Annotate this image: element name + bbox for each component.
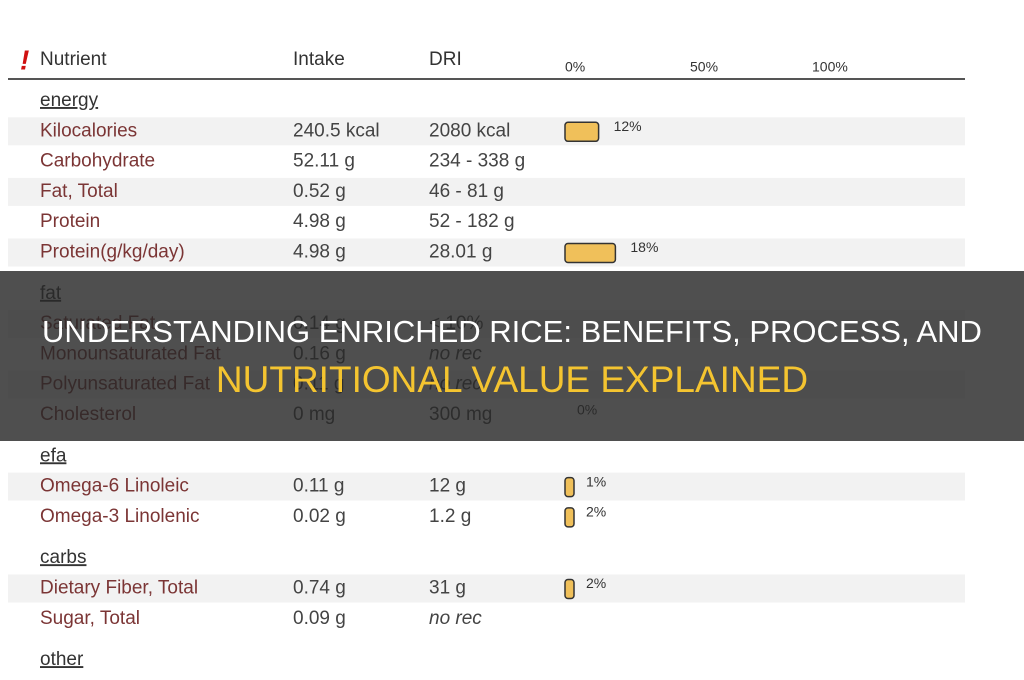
intake: 4.98 g (293, 242, 346, 263)
dri: 46 - 81 g (429, 181, 504, 202)
intake-header: Intake (293, 49, 345, 70)
dri: 1.2 g (429, 506, 471, 527)
scale-label: 50% (690, 59, 718, 75)
scale-label: 100% (812, 59, 848, 75)
percent-bar (564, 242, 617, 264)
intake: 52.11 g (293, 151, 355, 172)
percent-label: 2% (586, 575, 606, 591)
dri: 12 g (429, 476, 466, 497)
nutrient-name: Carbohydrate (40, 151, 155, 172)
nutrient-name: Protein(g/kg/day) (40, 242, 185, 263)
dri: 52 - 182 g (429, 211, 515, 232)
nutrient-name: Kilocalories (40, 120, 137, 141)
dri: no rec (429, 608, 482, 629)
row-shade (8, 238, 965, 267)
percent-label: 12% (614, 118, 642, 134)
percent-bar (564, 121, 600, 143)
alert-icon: ! (20, 44, 29, 75)
nutrient-name: Omega-6 Linoleic (40, 476, 189, 497)
row-shade (8, 574, 965, 603)
intake: 0.09 g (293, 608, 346, 629)
banner (0, 271, 1024, 441)
intake: 0.02 g (293, 506, 346, 527)
section-header: energy (40, 90, 99, 111)
section-header: carbs (40, 547, 86, 568)
dri: 31 g (429, 578, 466, 599)
nutrient-header: Nutrient (40, 49, 107, 70)
banner-title: UNDERSTANDING ENRICHED RICE: BENEFITS, P… (42, 314, 982, 349)
row-shade (8, 117, 965, 146)
percent-bar (564, 507, 575, 528)
percent-label: 2% (586, 504, 606, 520)
intake: 240.5 kcal (293, 120, 380, 141)
dri: 234 - 338 g (429, 151, 525, 172)
nutrient-name: Fat, Total (40, 181, 118, 202)
banner-title: NUTRITIONAL VALUE EXPLAINED (216, 359, 808, 400)
scale-label: 0% (565, 59, 585, 75)
section-header: efa (40, 445, 67, 466)
nutrient-name: Protein (40, 211, 100, 232)
row-shade (8, 472, 965, 501)
nutrient-name: Sugar, Total (40, 608, 140, 629)
dri-header: DRI (429, 49, 462, 70)
dri: 2080 kcal (429, 120, 510, 141)
percent-bar (564, 578, 575, 600)
row-shade (8, 177, 965, 206)
percent-label: 1% (586, 473, 606, 489)
intake: 0.52 g (293, 181, 346, 202)
percent-bar (564, 476, 575, 498)
intake: 0.11 g (293, 476, 344, 497)
intake: 4.98 g (293, 211, 346, 232)
nutrient-name: Omega-3 Linolenic (40, 506, 199, 527)
section-header: other (40, 649, 84, 670)
intake: 0.74 g (293, 578, 346, 599)
dri: 28.01 g (429, 242, 492, 263)
percent-label: 18% (630, 239, 658, 255)
nutrient-name: Dietary Fiber, Total (40, 578, 198, 599)
